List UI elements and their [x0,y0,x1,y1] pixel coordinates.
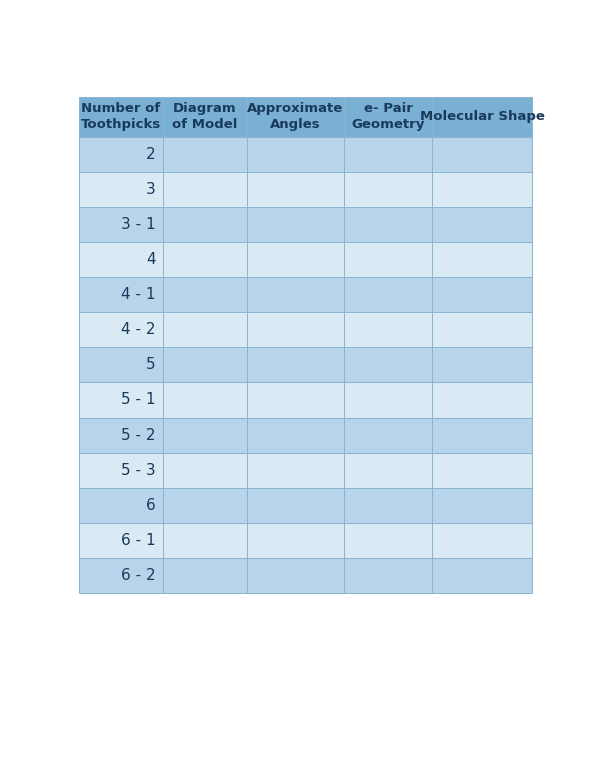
Bar [344,522,432,558]
Bar [344,277,432,313]
Text: 5 - 2: 5 - 2 [122,427,156,443]
Bar [432,313,532,347]
Text: 3: 3 [146,182,156,197]
Bar [432,97,532,137]
Bar [344,97,432,137]
Bar [79,382,163,417]
Bar [247,558,344,593]
Text: 5 - 1: 5 - 1 [122,392,156,408]
Bar [163,172,247,207]
Bar [79,453,163,488]
Bar [247,172,344,207]
Bar [344,558,432,593]
Bar [163,522,247,558]
Bar [79,488,163,522]
Bar [163,488,247,522]
Bar [79,137,163,172]
Bar [432,558,532,593]
Text: 5 - 3: 5 - 3 [122,463,156,478]
Bar [432,417,532,453]
Bar [247,417,344,453]
Bar [247,347,344,382]
Bar [432,207,532,242]
Bar [79,522,163,558]
Text: 6 - 2: 6 - 2 [122,568,156,583]
Bar [247,313,344,347]
Bar [163,558,247,593]
Bar [344,417,432,453]
Bar [247,97,344,137]
Bar [79,347,163,382]
Bar [247,242,344,277]
Bar [79,207,163,242]
Text: 4: 4 [146,252,156,267]
Bar [432,137,532,172]
Bar [432,242,532,277]
Bar [247,382,344,417]
Text: Approximate
Angles: Approximate Angles [247,102,343,131]
Bar [344,242,432,277]
Bar [432,382,532,417]
Text: Molecular Shape: Molecular Shape [420,110,544,123]
Bar [344,207,432,242]
Bar [163,313,247,347]
Text: 4 - 1: 4 - 1 [122,287,156,302]
Bar [247,522,344,558]
Bar [79,172,163,207]
Bar [344,347,432,382]
Bar [432,453,532,488]
Bar [163,417,247,453]
Bar [247,488,344,522]
Bar [344,137,432,172]
Bar [163,347,247,382]
Bar [432,488,532,522]
Bar [344,172,432,207]
Bar [247,207,344,242]
Bar [79,242,163,277]
Bar [163,242,247,277]
Text: 6: 6 [146,498,156,512]
Bar [344,382,432,417]
Bar [79,277,163,313]
Bar [79,417,163,453]
Text: Diagram
of Model: Diagram of Model [172,102,237,131]
Bar [79,97,163,137]
Text: 6 - 1: 6 - 1 [122,533,156,548]
Text: 3 - 1: 3 - 1 [122,217,156,232]
Text: 5: 5 [146,358,156,372]
Bar [163,382,247,417]
Bar [344,453,432,488]
Bar [163,207,247,242]
Bar [79,313,163,347]
Text: e- Pair
Geometry: e- Pair Geometry [352,102,425,131]
Bar [163,137,247,172]
Text: Number of
Toothpicks: Number of Toothpicks [81,102,161,131]
Bar [79,558,163,593]
Bar [344,313,432,347]
Bar [344,488,432,522]
Bar [432,277,532,313]
Bar [163,277,247,313]
Bar [432,347,532,382]
Bar [247,453,344,488]
Bar [247,277,344,313]
Bar [163,453,247,488]
Bar [432,522,532,558]
Bar [432,172,532,207]
Text: 2: 2 [146,147,156,162]
Bar [163,97,247,137]
Text: 4 - 2: 4 - 2 [122,322,156,337]
Bar [247,137,344,172]
